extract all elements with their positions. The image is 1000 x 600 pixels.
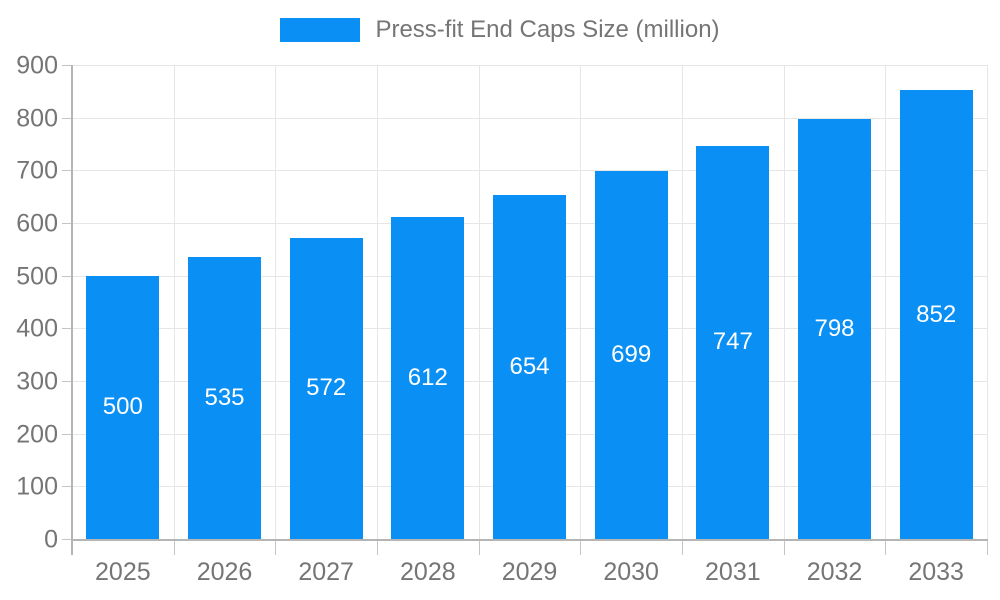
y-tick-label: 200	[16, 420, 58, 449]
x-tick	[784, 539, 785, 555]
bar-value-label: 500	[102, 393, 143, 421]
bar-2029	[493, 194, 566, 539]
y-tick	[62, 486, 72, 487]
y-tick-label: 700	[16, 156, 58, 185]
gridline-h	[72, 118, 987, 119]
bar-value-label: 535	[204, 384, 245, 412]
bar-2028	[391, 216, 465, 539]
bar-2030	[594, 170, 668, 539]
x-tick	[885, 539, 886, 555]
y-tick-label: 100	[16, 472, 58, 501]
gridline-v	[275, 65, 276, 539]
x-tick-label: 2031	[705, 558, 761, 586]
gridline-v	[377, 65, 378, 539]
y-tick-label: 800	[16, 104, 58, 133]
gridline-h	[72, 65, 987, 66]
y-tick-label: 0	[44, 525, 58, 554]
bar-value-label: 699	[611, 340, 652, 368]
gridline-h	[72, 170, 987, 171]
bar-2025	[86, 275, 160, 539]
x-tick	[479, 539, 480, 555]
y-tick	[62, 65, 72, 66]
gridline-v	[987, 65, 988, 539]
bar-2027	[289, 237, 363, 539]
x-tick-label: 2028	[400, 558, 456, 586]
legend: Press-fit End Caps Size (million)	[0, 16, 1000, 44]
bar-value-label: 798	[814, 314, 855, 342]
gridline-v	[479, 65, 480, 539]
x-tick	[377, 539, 378, 555]
gridline-v	[682, 65, 683, 539]
bar-2026	[188, 257, 261, 539]
x-tick-label: 2026	[196, 558, 253, 586]
y-tick-label: 900	[16, 51, 58, 80]
y-axis-line	[71, 65, 73, 555]
bar-2033	[899, 90, 973, 539]
x-tick-label: 2025	[95, 558, 151, 586]
gridline-v	[580, 65, 581, 539]
x-tick-label: 2033	[908, 558, 964, 586]
bar-value-label: 654	[509, 352, 550, 380]
bar-value-label: 572	[306, 374, 347, 402]
bar-value-label: 747	[712, 328, 753, 356]
bar-2031	[696, 145, 770, 539]
bar-2032	[798, 118, 871, 539]
legend-label[interactable]: Press-fit End Caps Size (million)	[375, 16, 720, 43]
x-tick	[682, 539, 683, 555]
y-tick	[62, 328, 72, 329]
gridline-v	[174, 65, 175, 539]
bar-value-label: 612	[407, 363, 448, 391]
x-tick	[174, 539, 175, 555]
x-tick-label: 2030	[603, 558, 659, 586]
y-tick-label: 500	[16, 262, 58, 291]
y-tick-label: 400	[16, 314, 58, 343]
y-tick-label: 300	[16, 367, 58, 396]
y-tick	[62, 170, 72, 171]
y-tick	[62, 539, 72, 540]
x-tick-label: 2032	[806, 558, 863, 586]
y-tick	[62, 118, 72, 119]
x-tick	[580, 539, 581, 555]
x-tick-label: 2029	[501, 558, 558, 586]
y-tick	[62, 434, 72, 435]
y-tick	[62, 223, 72, 224]
legend-swatch[interactable]	[280, 18, 361, 42]
y-tick-label: 600	[16, 209, 58, 238]
gridline-v	[784, 65, 785, 539]
x-axis-line	[71, 539, 988, 541]
gridline-v	[885, 65, 886, 539]
x-tick	[275, 539, 276, 555]
y-tick	[62, 381, 72, 382]
y-tick	[62, 276, 72, 277]
x-tick	[987, 539, 988, 555]
x-tick-label: 2027	[298, 558, 354, 586]
bar-value-label: 852	[916, 300, 957, 328]
